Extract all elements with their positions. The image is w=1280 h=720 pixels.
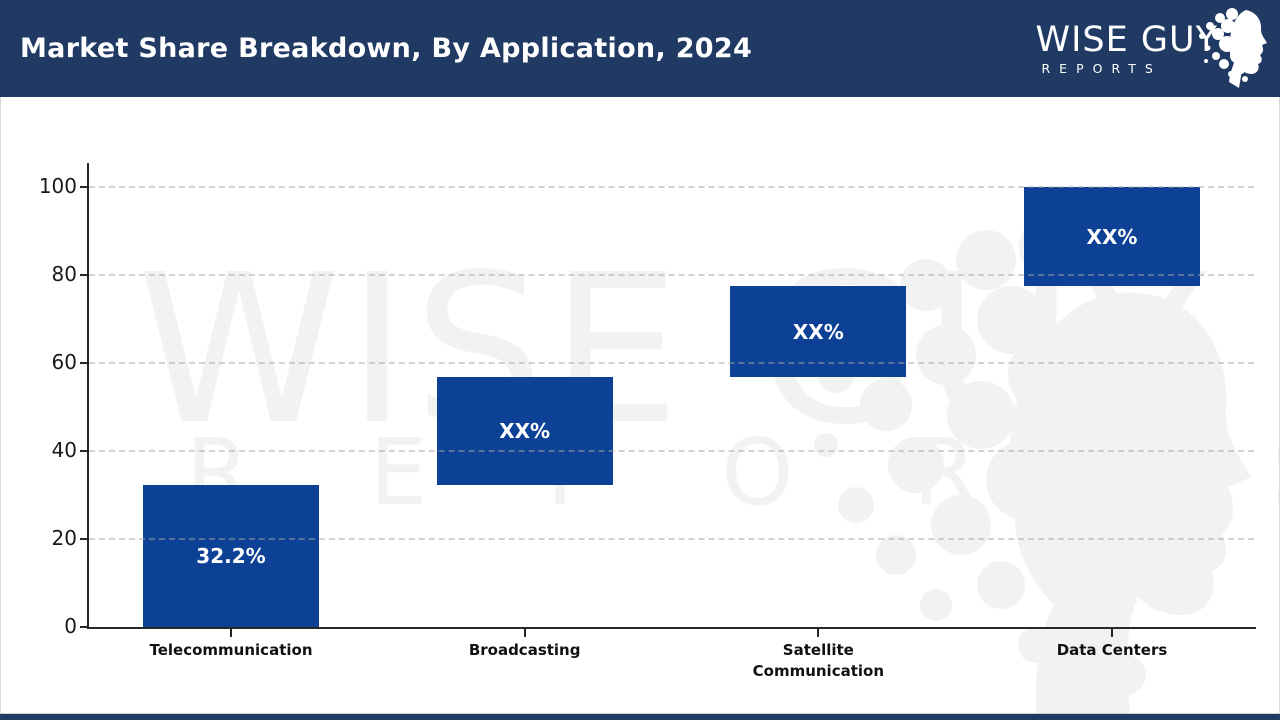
y-tick-label-80: 80 (51, 262, 77, 286)
gridline-80 (89, 274, 1254, 276)
y-tick-40 (80, 450, 89, 452)
y-tick-label-0: 0 (64, 614, 77, 638)
y-tick-20 (80, 538, 89, 540)
x-category-label-telecommunication: Telecommunication (149, 641, 313, 659)
y-tick-label-20: 20 (51, 526, 77, 550)
brand-logo: WISE GUY REPORTS (1035, 6, 1270, 92)
header: Market Share Breakdown, By Application, … (0, 0, 1280, 97)
plot-area: WISE GUY R E P O R T S 0 20 40 60 80 100 32.2%… (0, 97, 1280, 714)
bar-satellite-communication: XX% (730, 286, 907, 378)
page-title: Market Share Breakdown, By Application, … (20, 33, 753, 64)
wise-guy-face-icon (1199, 8, 1267, 88)
x-category-label-broadcasting: Broadcasting (468, 641, 581, 659)
x-category-label-satellite-communication: Satellite Communication (752, 641, 885, 680)
y-tick-80 (80, 274, 89, 276)
x-category-label-data-centers: Data Centers (1056, 641, 1168, 659)
x-tick-data-centers (1111, 629, 1113, 637)
x-tick-telecommunication (230, 629, 232, 637)
bar-label-satellite-communication: XX% (792, 319, 844, 344)
footer-strip (0, 714, 1280, 720)
gridline-100 (89, 186, 1254, 188)
gridline-60 (89, 362, 1254, 364)
y-tick-60 (80, 362, 89, 364)
x-axis-spine (87, 627, 1256, 629)
gridline-40 (89, 450, 1254, 452)
bar-telecommunication: 32.2% (143, 485, 319, 627)
gridline-20 (89, 538, 1254, 540)
x-tick-satellite-communication (817, 629, 820, 637)
brand-logo-text: WISE GUY REPORTS (1035, 22, 1218, 76)
brand-tagline: REPORTS (1041, 60, 1162, 76)
bar-broadcasting: XX% (436, 377, 613, 486)
bar-label-data-centers: XX% (1086, 224, 1138, 249)
bar-data-centers: XX% (1024, 187, 1200, 286)
bar-label-telecommunication: 32.2% (196, 544, 266, 569)
y-tick-label-100: 100 (38, 174, 77, 198)
x-tick-broadcasting (523, 629, 526, 637)
y-tick-label-40: 40 (51, 438, 77, 462)
brand-name: WISE GUY (1035, 20, 1218, 61)
y-axis-spine (87, 163, 89, 629)
waterfall-chart: 0 20 40 60 80 100 32.2% Telecommunication XX% Bro… (1, 97, 1279, 713)
bar-label-broadcasting: XX% (499, 419, 551, 444)
y-tick-label-60: 60 (51, 350, 77, 374)
y-tick-0 (80, 626, 89, 628)
y-tick-100 (80, 186, 89, 188)
